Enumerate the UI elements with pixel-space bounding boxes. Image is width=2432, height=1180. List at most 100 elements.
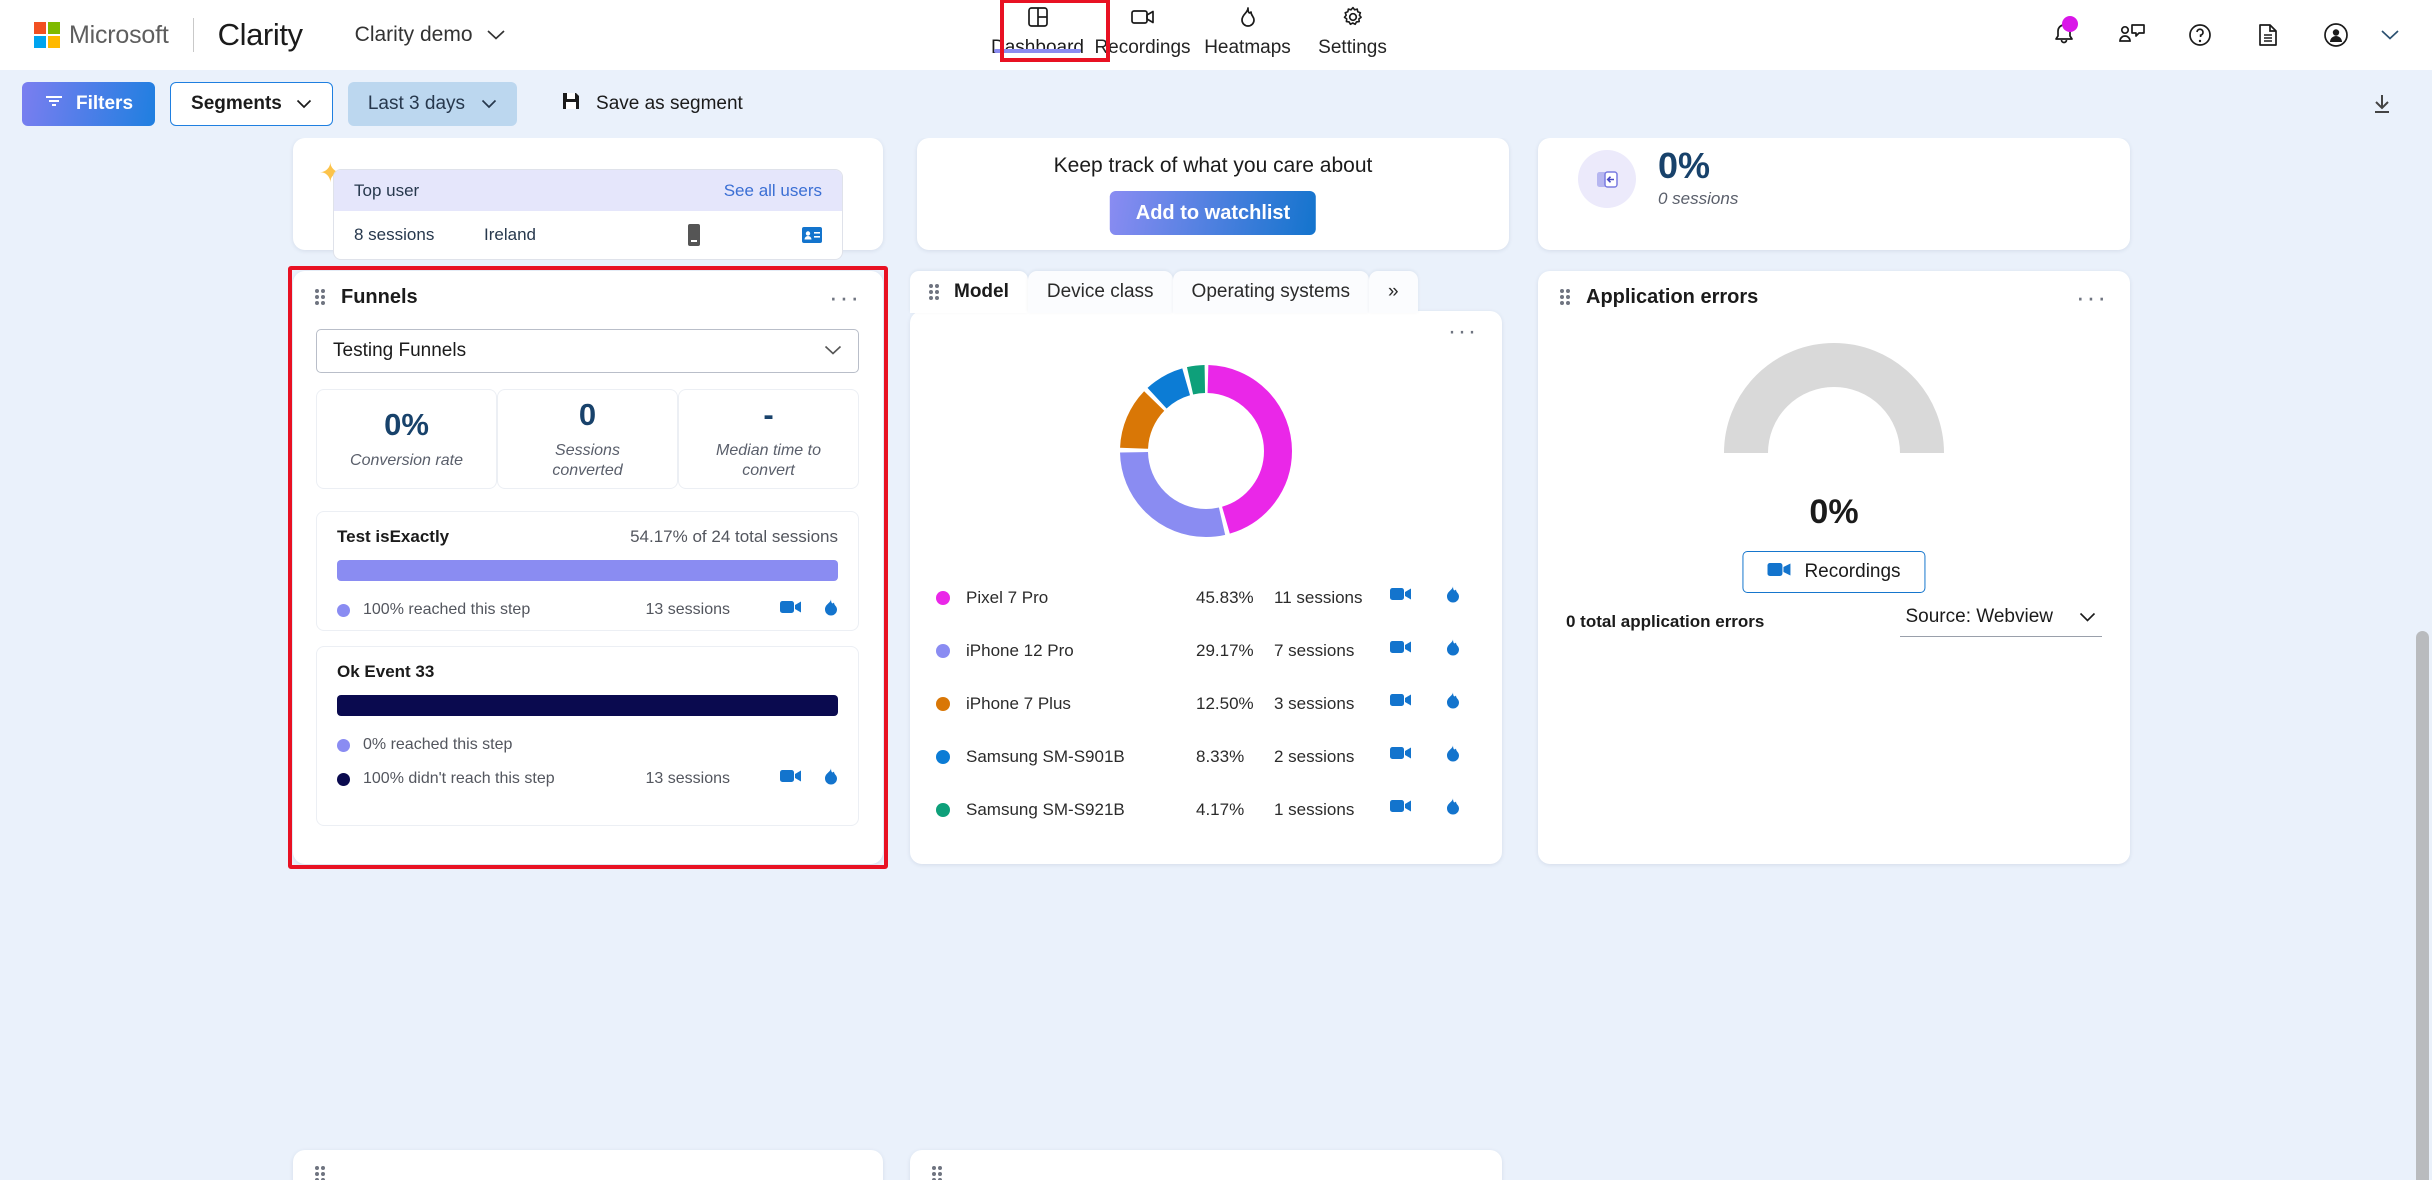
legend-actions (1390, 692, 1460, 715)
heatmap-flame-icon[interactable] (824, 598, 838, 622)
legend-dot (936, 643, 950, 658)
contact-card-icon[interactable] (802, 227, 822, 243)
model-card: ··· Pixel 7 Pro 45.83% 11 sessions (910, 311, 1502, 864)
funnel-step-name: Ok Event 33 (337, 662, 435, 681)
funnel-selector[interactable]: Testing Funnels (316, 329, 859, 373)
tab-heatmaps[interactable]: Heatmaps (1195, 0, 1300, 59)
project-selector[interactable]: Clarity demo (355, 23, 506, 47)
legend-actions (1390, 639, 1460, 662)
recordings-icon[interactable] (1390, 798, 1412, 821)
drag-handle-icon[interactable] (1560, 289, 1574, 305)
watchlist-title: Keep track of what you care about (1053, 154, 1373, 177)
legend-percent: 45.83% (1196, 587, 1254, 607)
tab-settings-label: Settings (1318, 37, 1387, 58)
metric-subtext: 0 sessions (1658, 189, 1739, 208)
recordings-button[interactable]: Recordings (1742, 551, 1926, 593)
funnels-more-options-icon[interactable]: ··· (829, 282, 861, 312)
legend-sessions: 7 sessions (1274, 640, 1355, 660)
error-gauge-svg (1724, 343, 1944, 454)
recordings-icon[interactable] (1390, 745, 1412, 768)
recordings-icon[interactable] (780, 768, 802, 791)
funnels-header: Funnels ··· (293, 271, 883, 323)
tab-device-class[interactable]: Device class (1027, 271, 1173, 313)
funnel-step-bar (337, 695, 838, 716)
model-more-options-icon[interactable]: ··· (1448, 318, 1478, 345)
heatmap-flame-icon[interactable] (1446, 692, 1460, 715)
notification-badge (2062, 16, 2078, 32)
legend-percent: 4.17% (1196, 799, 1245, 819)
drag-handle-icon[interactable] (932, 1166, 946, 1180)
legend-dot (337, 772, 350, 786)
tab-recordings-label: Recordings (1094, 37, 1191, 58)
feedback-icon[interactable] (2098, 0, 2166, 70)
legend-dot (936, 802, 950, 817)
drag-handle-icon[interactable] (315, 1166, 329, 1180)
date-range-button[interactable]: Last 3 days (347, 82, 518, 126)
account-chevron-down-icon[interactable] (2370, 0, 2410, 70)
kpi-label: Conversion rate (350, 452, 463, 469)
metric-card: 0% 0 sessions (1538, 138, 2130, 250)
list-item[interactable]: Pixel 7 Pro 45.83% 11 sessions (936, 571, 1476, 624)
drag-handle-icon[interactable] (929, 284, 943, 300)
list-item[interactable]: Samsung SM-S901B 8.33% 2 sessions (936, 730, 1476, 783)
recordings-icon[interactable] (1390, 692, 1412, 715)
funnel-step-legend-row: 0% reached this step (317, 728, 858, 762)
segments-button[interactable]: Segments (170, 82, 333, 126)
source-selector[interactable]: Source: Webview (1899, 606, 2102, 637)
download-icon[interactable] (2362, 84, 2402, 124)
project-name: Clarity demo (354, 23, 473, 46)
flame-icon (1237, 4, 1259, 30)
save-icon (561, 91, 581, 117)
error-gauge (1538, 331, 2130, 461)
add-to-watchlist-button[interactable]: Add to watchlist (1109, 191, 1317, 235)
heatmap-flame-icon[interactable] (1446, 586, 1460, 609)
see-all-users-link[interactable]: See all users (723, 180, 822, 200)
tab-model[interactable]: Model (910, 271, 1028, 313)
application-errors-header: Application errors ··· (1538, 271, 2130, 323)
legend-label: iPhone 7 Plus (966, 693, 1071, 713)
application-errors-footer: 0 total application errors Source: Webvi… (1566, 606, 2102, 637)
watchlist-card: Keep track of what you care about Add to… (917, 138, 1509, 250)
heatmap-flame-icon[interactable] (1446, 639, 1460, 662)
recordings-icon[interactable] (780, 599, 802, 622)
legend-percent: 8.33% (1196, 746, 1245, 766)
filters-button[interactable]: Filters (22, 82, 156, 126)
page-scrollbar-track[interactable] (2412, 276, 2432, 1180)
tab-more-chevron[interactable]: » (1368, 271, 1418, 313)
segments-label: Segments (191, 93, 282, 114)
save-as-segment-button[interactable]: Save as segment (551, 82, 753, 126)
heatmap-flame-icon[interactable] (1446, 798, 1460, 821)
tab-dashboard[interactable]: Dashboard (985, 0, 1090, 59)
double-chevron-right-icon: » (1387, 281, 1399, 302)
table-row[interactable]: 8 sessions Ireland (334, 211, 842, 259)
tab-operating-systems[interactable]: Operating systems (1172, 271, 1369, 313)
account-icon[interactable] (2302, 0, 2370, 70)
funnel-step-legend-row: 100% reached this step 13 sessions (317, 593, 858, 627)
legend-actions (1390, 745, 1460, 768)
recordings-icon[interactable] (1390, 639, 1412, 662)
funnel-step: Test isExactly 54.17% of 24 total sessio… (316, 511, 859, 631)
tab-settings[interactable]: Settings (1300, 0, 1405, 59)
funnel-step: Ok Event 33 0% reached this step 100% di… (316, 646, 859, 826)
help-icon[interactable] (2166, 0, 2234, 70)
microsoft-logo-group[interactable]: Microsoft (34, 21, 169, 50)
funnels-card: Funnels ··· Testing Funnels 0% Conversio… (293, 271, 883, 864)
list-item[interactable]: iPhone 12 Pro 29.17% 7 sessions (936, 624, 1476, 677)
kpi-label: Sessions converted (552, 442, 623, 479)
heatmap-flame-icon[interactable] (824, 767, 838, 791)
heatmap-flame-icon[interactable] (1446, 745, 1460, 768)
drag-handle-icon[interactable] (315, 289, 329, 305)
bell-icon[interactable] (2030, 0, 2098, 70)
tab-recordings[interactable]: Recordings (1090, 0, 1195, 59)
dashboard-icon (1026, 4, 1050, 30)
list-item[interactable]: Samsung SM-S921B 4.17% 1 sessions (936, 783, 1476, 836)
funnel-selector-value: Testing Funnels (333, 340, 467, 361)
legend-label: Samsung SM-S921B (966, 799, 1125, 819)
list-item[interactable]: iPhone 7 Plus 12.50% 3 sessions (936, 677, 1476, 730)
page-scrollbar-thumb[interactable] (2416, 631, 2429, 1180)
recordings-icon[interactable] (1390, 586, 1412, 609)
docs-icon[interactable] (2234, 0, 2302, 70)
microsoft-logo-icon (34, 22, 60, 48)
application-errors-more-options-icon[interactable]: ··· (2076, 282, 2108, 312)
chevron-down-icon (2079, 606, 2096, 628)
